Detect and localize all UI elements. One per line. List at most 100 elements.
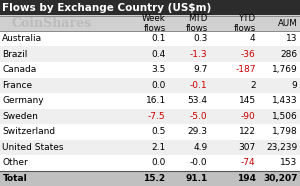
Text: 1,506: 1,506	[272, 112, 298, 121]
Text: 307: 307	[238, 143, 256, 152]
Text: 153: 153	[280, 158, 298, 167]
Text: 145: 145	[238, 96, 256, 105]
Bar	[126, 15, 168, 31]
Bar	[168, 46, 210, 62]
Bar	[210, 62, 258, 78]
Text: -1.3: -1.3	[190, 50, 208, 59]
Bar	[168, 140, 210, 155]
Text: Switzerland: Switzerland	[2, 127, 55, 136]
Bar	[168, 93, 210, 108]
Text: Germany: Germany	[2, 96, 44, 105]
Bar	[0, 62, 126, 78]
Bar	[168, 155, 210, 171]
Text: 0.0: 0.0	[151, 81, 166, 90]
Bar	[126, 31, 168, 46]
Text: 53.4: 53.4	[188, 96, 208, 105]
Bar	[258, 46, 300, 62]
Text: 23,239: 23,239	[266, 143, 298, 152]
Text: -5.0: -5.0	[190, 112, 208, 121]
Text: 2: 2	[250, 81, 256, 90]
Text: 1,433: 1,433	[272, 96, 298, 105]
Text: 194: 194	[237, 174, 256, 183]
Text: 9.7: 9.7	[193, 65, 208, 74]
Text: 16.1: 16.1	[146, 96, 166, 105]
Bar	[258, 78, 300, 93]
Bar	[258, 140, 300, 155]
Text: 0.3: 0.3	[193, 34, 208, 43]
Text: -7.5: -7.5	[148, 112, 166, 121]
Text: 0.1: 0.1	[151, 34, 166, 43]
Bar	[210, 78, 258, 93]
Bar	[126, 93, 168, 108]
Bar	[258, 93, 300, 108]
Bar	[168, 124, 210, 140]
Bar	[210, 46, 258, 62]
Bar	[0, 78, 126, 93]
Text: 286: 286	[280, 50, 298, 59]
Bar	[258, 155, 300, 171]
Text: CoinShares: CoinShares	[12, 17, 92, 30]
Text: France: France	[2, 81, 32, 90]
Bar	[210, 124, 258, 140]
Bar	[258, 62, 300, 78]
Text: -36: -36	[241, 50, 256, 59]
Bar	[168, 108, 210, 124]
Text: Total: Total	[2, 174, 27, 183]
Text: 4.9: 4.9	[194, 143, 208, 152]
Text: -90: -90	[241, 112, 256, 121]
Text: 15.2: 15.2	[143, 174, 166, 183]
Text: 3.5: 3.5	[151, 65, 166, 74]
Bar	[210, 31, 258, 46]
Text: 4: 4	[250, 34, 256, 43]
Bar	[0, 155, 126, 171]
Bar	[168, 62, 210, 78]
Text: -74: -74	[241, 158, 256, 167]
Bar	[210, 93, 258, 108]
Bar	[258, 108, 300, 124]
Bar	[126, 46, 168, 62]
Bar	[258, 31, 300, 46]
Text: 1,798: 1,798	[272, 127, 298, 136]
Text: -187: -187	[235, 65, 256, 74]
Bar	[126, 108, 168, 124]
Text: Brazil: Brazil	[2, 50, 28, 59]
Bar	[0, 0, 300, 15]
Bar	[168, 171, 210, 186]
Bar	[126, 140, 168, 155]
Text: 13: 13	[286, 34, 298, 43]
Bar	[258, 124, 300, 140]
Bar	[168, 31, 210, 46]
Text: Week
flows: Week flows	[142, 14, 166, 33]
Bar	[126, 171, 168, 186]
Bar	[0, 108, 126, 124]
Text: United States: United States	[2, 143, 64, 152]
Bar	[258, 171, 300, 186]
Text: -0.1: -0.1	[190, 81, 208, 90]
Bar	[0, 46, 126, 62]
Bar	[210, 140, 258, 155]
Bar	[126, 124, 168, 140]
Bar	[126, 62, 168, 78]
Text: Canada: Canada	[2, 65, 37, 74]
Bar	[0, 93, 126, 108]
Bar	[168, 15, 210, 31]
Text: Flows by Exchange Country (US$m): Flows by Exchange Country (US$m)	[2, 3, 212, 13]
Bar	[0, 140, 126, 155]
Text: 1,769: 1,769	[272, 65, 298, 74]
Text: Sweden: Sweden	[2, 112, 38, 121]
Bar	[0, 171, 126, 186]
Text: -0.0: -0.0	[190, 158, 208, 167]
Bar	[210, 108, 258, 124]
Bar	[0, 31, 126, 46]
Text: 91.1: 91.1	[185, 174, 208, 183]
Text: MTD
flows: MTD flows	[185, 14, 208, 33]
Text: AUM: AUM	[278, 19, 298, 28]
Bar	[210, 15, 258, 31]
Bar	[258, 15, 300, 31]
Bar	[210, 171, 258, 186]
Text: 9: 9	[292, 81, 298, 90]
Text: Other: Other	[2, 158, 28, 167]
Bar	[126, 78, 168, 93]
Bar	[0, 124, 126, 140]
Text: 0.5: 0.5	[151, 127, 166, 136]
